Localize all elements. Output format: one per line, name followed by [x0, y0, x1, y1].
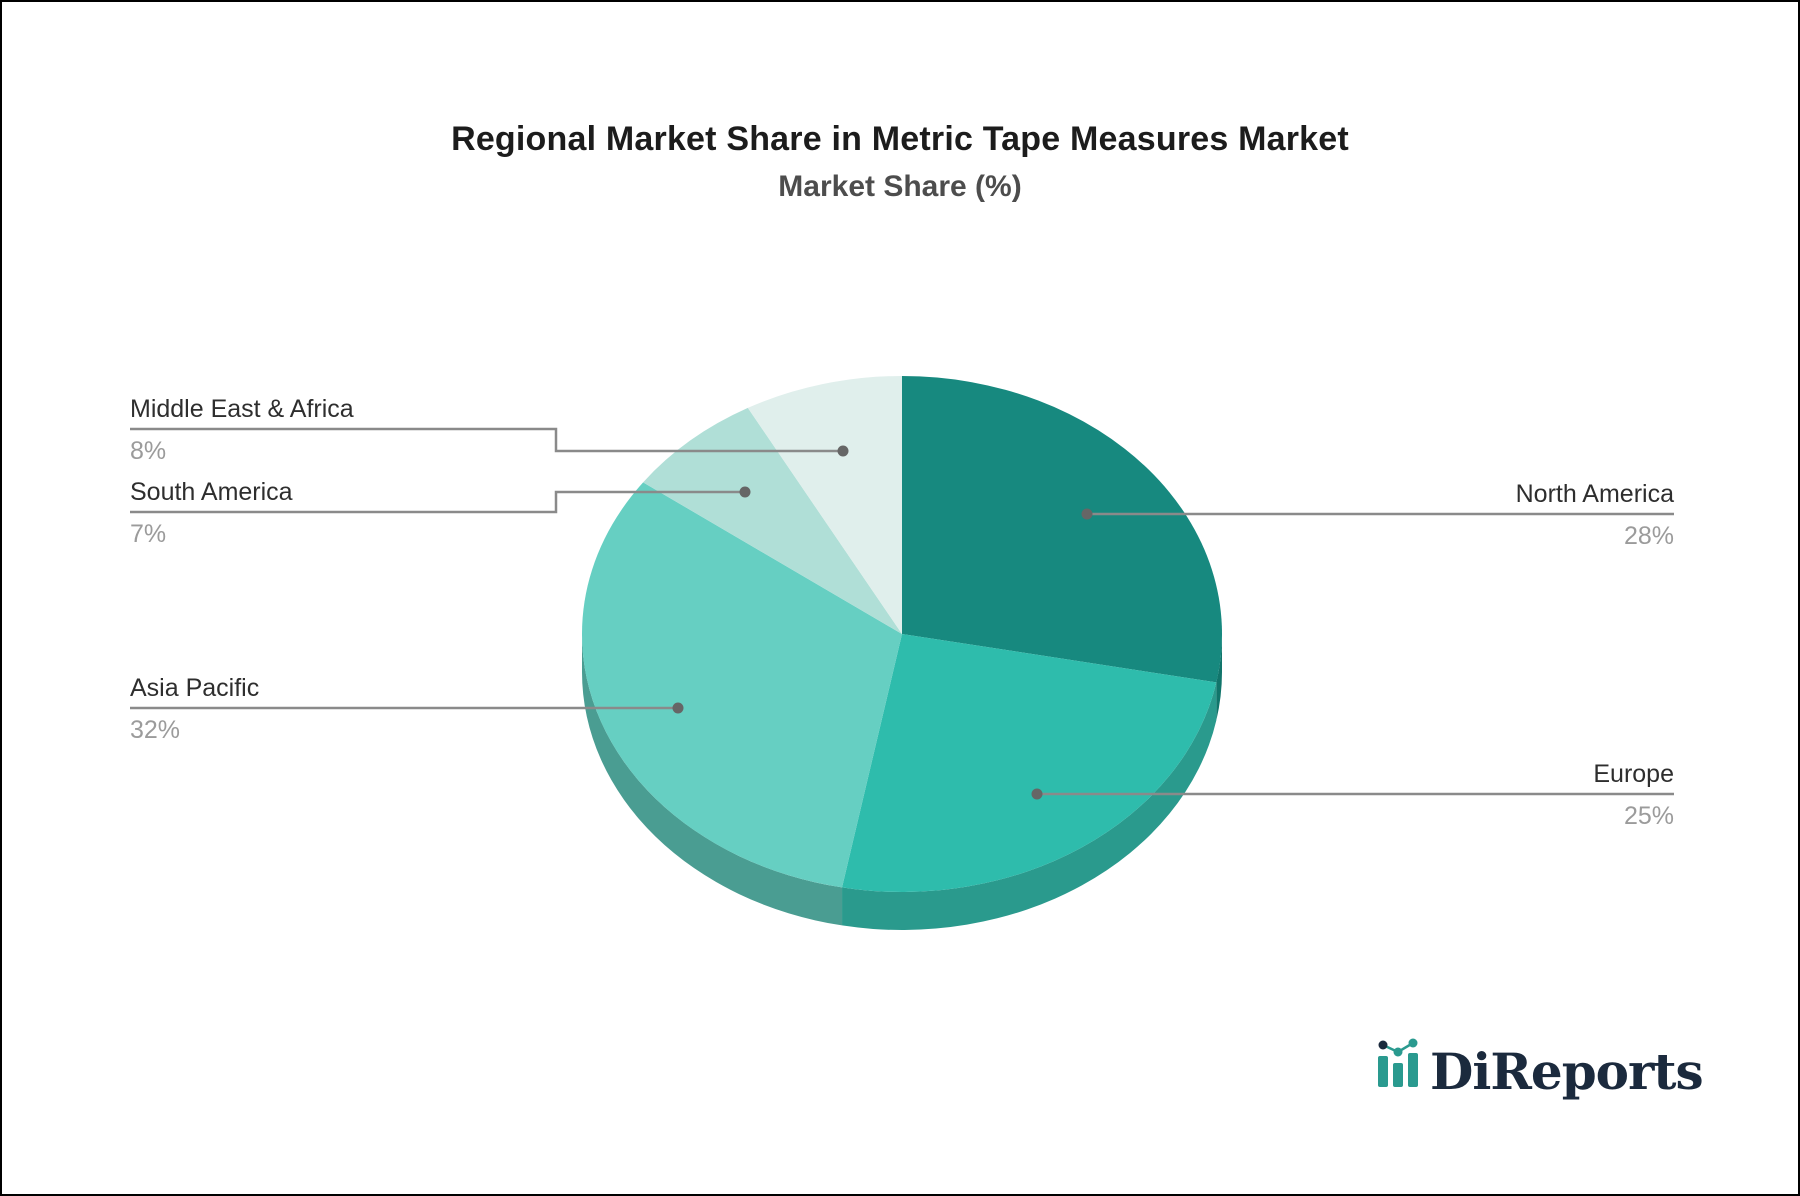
value-south-america: 7%	[130, 520, 167, 548]
pie-slice-side-europe	[842, 682, 1217, 930]
value-asia-pacific: 32%	[130, 716, 181, 744]
label-middle-east-africa: Middle East & Africa	[130, 395, 354, 423]
logo-bar-3	[1408, 1053, 1418, 1087]
pie-slice-europe	[842, 634, 1217, 892]
value-europe: 25%	[1623, 802, 1674, 830]
leader-dot-middle-east-africa	[837, 445, 849, 457]
leader-lines	[130, 427, 1674, 796]
chart-subtitle: Market Share (%)	[778, 170, 1022, 203]
logo-bar-2	[1393, 1063, 1403, 1087]
value-north-america: 28%	[1623, 522, 1674, 550]
direports-logo: DiReports	[1376, 1038, 1704, 1102]
direports-logo-icon	[1378, 1038, 1418, 1087]
pie-slices	[582, 376, 1222, 930]
pie-slice-north-america	[902, 376, 1222, 683]
direports-logo-text: DiReports	[1430, 1042, 1704, 1101]
leader-dot-north-america	[1081, 508, 1093, 520]
value-middle-east-africa: 8%	[130, 437, 167, 465]
pie-slice-middle-east-africa	[747, 376, 902, 634]
label-north-america: North America	[1515, 480, 1674, 508]
logo-dot-1	[1378, 1040, 1388, 1050]
leader-dot-asia-pacific	[672, 702, 684, 714]
pie-slice-side-north-america	[1216, 634, 1222, 721]
logo-dot-3	[1408, 1038, 1418, 1048]
leader-dot-south-america	[739, 486, 751, 498]
pie-slice-south-america	[643, 407, 902, 634]
leader-dots	[672, 445, 1093, 800]
chart-title: Regional Market Share in Metric Tape Mea…	[451, 120, 1349, 158]
leader-dot-europe	[1031, 788, 1043, 800]
label-europe: Europe	[1593, 760, 1674, 788]
pie-slice-side-asia-pacific	[582, 634, 843, 926]
label-asia-pacific: Asia Pacific	[130, 674, 260, 702]
label-south-america: South America	[130, 478, 293, 506]
leader-line-south-america	[130, 490, 740, 514]
pie-slice-asia-pacific	[582, 482, 902, 888]
logo-dot-2	[1393, 1047, 1403, 1057]
logo-bar-1	[1378, 1056, 1388, 1087]
leader-line-middle-east-africa	[130, 427, 838, 453]
